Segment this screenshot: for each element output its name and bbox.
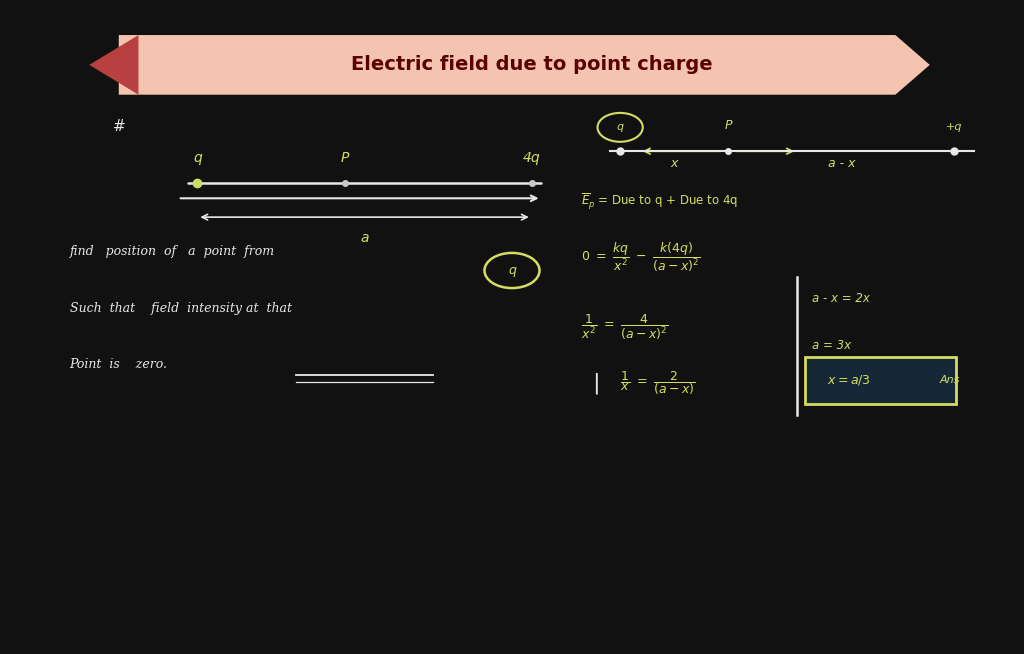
Text: $\overline{E}_p$ = Due to q + Due to 4q: $\overline{E}_p$ = Due to q + Due to 4q [581, 192, 738, 211]
Text: $x = a/3$: $x = a/3$ [826, 373, 870, 387]
Text: Ans: Ans [940, 375, 959, 385]
Text: $\dfrac{1}{x}\ =\ \dfrac{2}{(a-x)}$: $\dfrac{1}{x}\ =\ \dfrac{2}{(a-x)}$ [621, 370, 695, 398]
Text: q: q [508, 264, 516, 277]
Text: +q: +q [946, 122, 963, 132]
Text: P: P [341, 151, 349, 165]
Text: find   position  of   a  point  from: find position of a point from [70, 245, 274, 258]
Text: a - x = 2x: a - x = 2x [812, 292, 869, 305]
Polygon shape [119, 35, 930, 95]
Text: Electric field due to point charge: Electric field due to point charge [351, 56, 713, 75]
Text: #: # [113, 118, 125, 133]
Text: x: x [671, 157, 678, 170]
Text: a - x: a - x [827, 157, 855, 170]
Text: $0\ =\ \dfrac{kq}{x^2}\ -\ \dfrac{k(4q)}{(a-x)^2}$: $0\ =\ \dfrac{kq}{x^2}\ -\ \dfrac{k(4q)}… [581, 241, 700, 275]
Text: $\dfrac{1}{x^2}\ =\ \dfrac{4}{(a-x)^2}$: $\dfrac{1}{x^2}\ =\ \dfrac{4}{(a-x)^2}$ [581, 313, 669, 341]
Text: 4q: 4q [523, 151, 541, 165]
Text: q: q [194, 151, 202, 165]
Text: Point  is    zero.: Point is zero. [70, 358, 168, 371]
Text: a: a [360, 231, 369, 245]
Polygon shape [89, 35, 138, 95]
Text: q: q [616, 122, 624, 132]
Text: Such  that    field  intensity at  that: Such that field intensity at that [70, 301, 292, 315]
FancyBboxPatch shape [805, 357, 956, 404]
Text: P: P [725, 120, 732, 132]
Text: |: | [592, 373, 599, 394]
Text: a = 3x: a = 3x [812, 339, 851, 353]
